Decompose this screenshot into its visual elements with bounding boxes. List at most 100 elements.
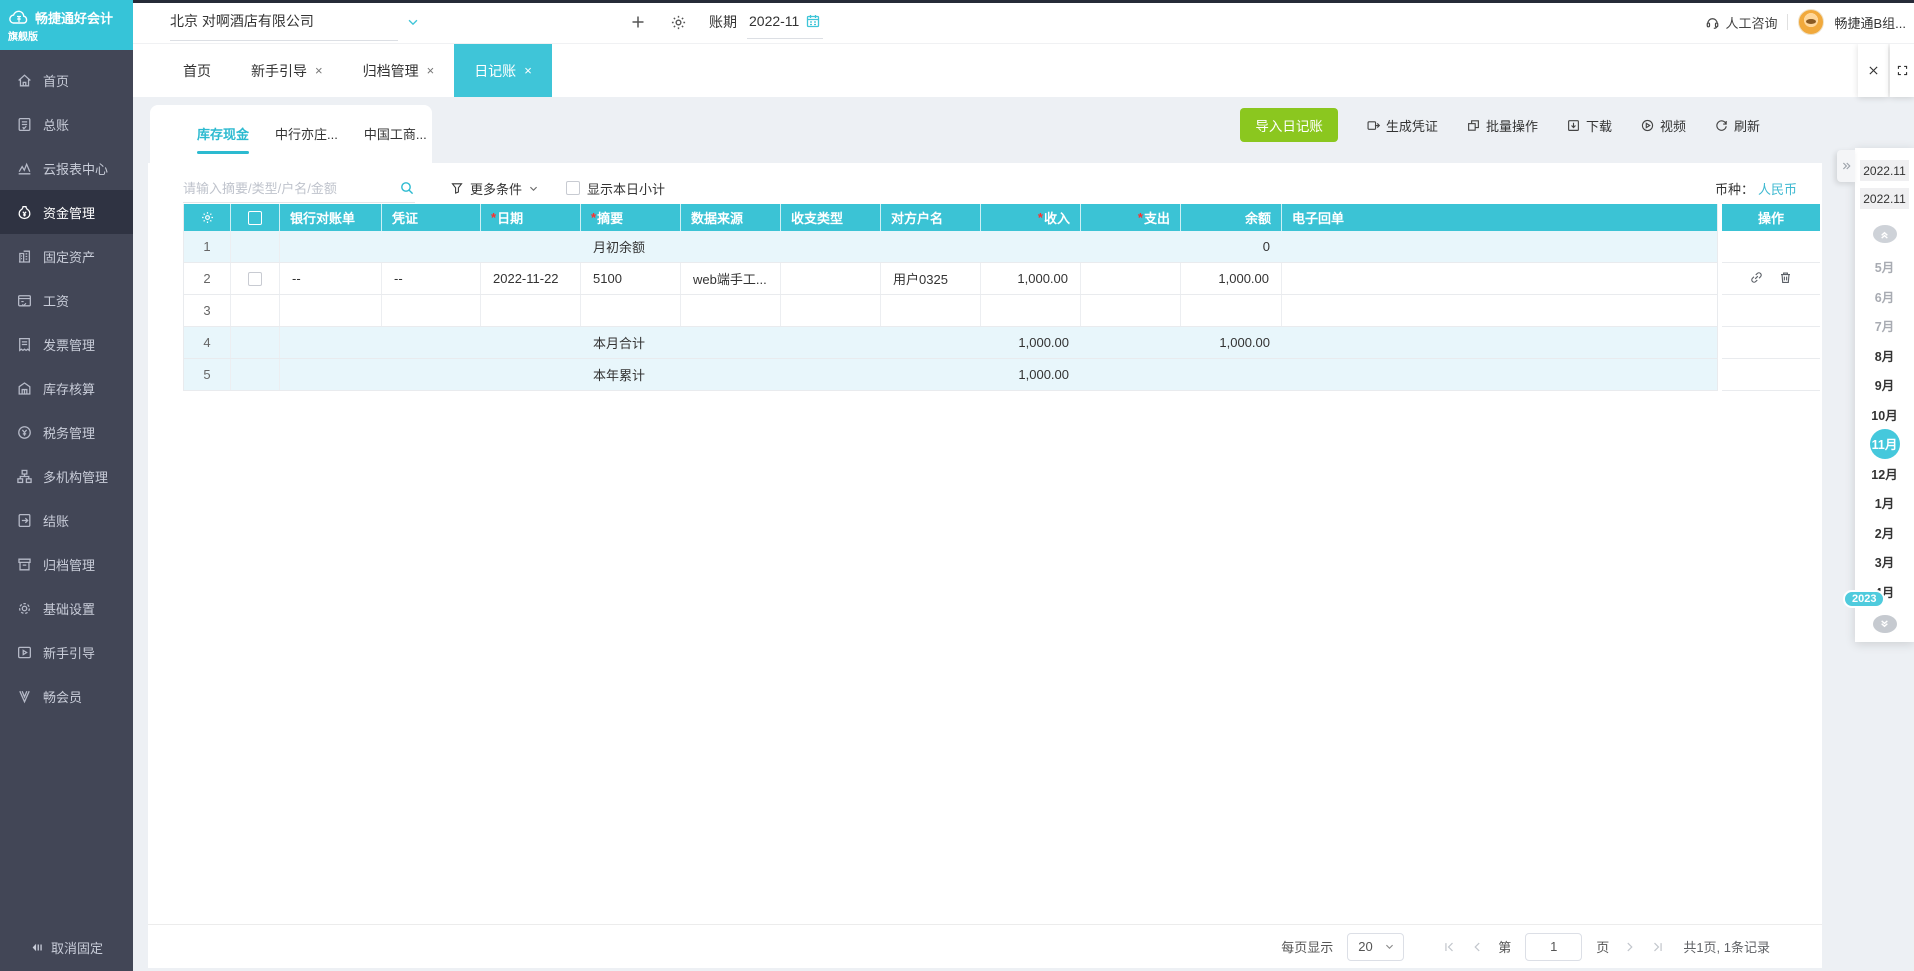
scroll-months-up-button[interactable] xyxy=(1872,225,1897,243)
calendar-icon xyxy=(805,13,821,29)
row-checkbox[interactable] xyxy=(248,271,262,286)
cell-摘要: 本月合计 xyxy=(581,327,681,358)
app-name: 畅捷通好会计 xyxy=(35,11,114,26)
sidebar-item-多机构管理[interactable]: 多机构管理 xyxy=(0,454,133,498)
show-daily-subtotal-checkbox[interactable]: 显示本日小计 xyxy=(566,173,665,203)
currency-value[interactable]: 人民币 xyxy=(1757,181,1797,197)
sidebar-item-税务管理[interactable]: 税务管理 xyxy=(0,410,133,454)
sidebar-item-固定资产[interactable]: 固定资产 xyxy=(0,234,133,278)
month-11月[interactable]: 11月 xyxy=(1855,428,1914,459)
summary-label: 本年累计 xyxy=(593,368,646,383)
month-10月[interactable]: 10月 xyxy=(1871,408,1898,423)
subtab-库存现金[interactable]: 库存现金 xyxy=(197,124,249,145)
year-month-box[interactable]: 2022.11 xyxy=(1860,188,1909,209)
sidebar-item-新手引导[interactable]: 新手引导 xyxy=(0,630,133,674)
user-name[interactable]: 畅捷通B组... xyxy=(1834,15,1906,31)
avatar[interactable] xyxy=(1798,9,1825,35)
gear-icon[interactable] xyxy=(670,14,687,31)
last-page-button[interactable] xyxy=(1651,940,1665,954)
subtab-中国工商...[interactable]: 中国工商... xyxy=(363,126,427,142)
sidebar-item-首页[interactable]: 首页 xyxy=(0,58,133,102)
operations-row-5 xyxy=(1722,359,1820,391)
search-icon[interactable] xyxy=(399,180,415,196)
inventory-icon xyxy=(16,380,33,397)
per-page-select[interactable]: 20 xyxy=(1347,932,1405,961)
tab-首页[interactable]: 首页 xyxy=(163,44,231,97)
close-icon[interactable]: × xyxy=(426,63,435,78)
sidebar-collapse-button[interactable]: 取消固定 xyxy=(0,938,133,957)
ledger-icon xyxy=(16,116,33,133)
more-conditions-button[interactable]: 更多条件 xyxy=(450,173,539,203)
close-tab-button[interactable] xyxy=(1858,44,1888,97)
first-page-button[interactable] xyxy=(1442,940,1456,954)
scroll-months-down-button[interactable] xyxy=(1872,615,1897,633)
column-header-数据来源: 数据来源 xyxy=(681,204,781,231)
toolbar-视频-button[interactable]: 视频 xyxy=(1640,116,1686,135)
sidebar-item-库存核算[interactable]: 库存核算 xyxy=(0,366,133,410)
operations-row-3 xyxy=(1722,295,1820,327)
month-8月[interactable]: 8月 xyxy=(1874,349,1895,364)
tab-日记账[interactable]: 日记账 × xyxy=(454,44,552,97)
checkbox[interactable] xyxy=(566,181,580,195)
operations-row-4 xyxy=(1722,327,1820,359)
sidebar-item-畅会员[interactable]: 畅会员 xyxy=(0,674,133,718)
month-6月[interactable]: 6月 xyxy=(1874,290,1895,305)
close-icon[interactable]: × xyxy=(315,63,323,78)
subtab-中行亦庄...[interactable]: 中行亦庄... xyxy=(275,126,338,142)
month-5月[interactable]: 5月 xyxy=(1874,261,1895,276)
next-page-button[interactable] xyxy=(1623,940,1637,954)
column-header-check[interactable] xyxy=(231,204,280,231)
required-marker: * xyxy=(491,210,497,225)
month-1月[interactable]: 1月 xyxy=(1874,497,1895,512)
table-row-3: 3 xyxy=(184,295,1717,327)
sidebar-item-结账[interactable]: 结账 xyxy=(0,498,133,542)
fullscreen-button[interactable] xyxy=(1890,44,1914,97)
voucher-icon xyxy=(1366,118,1381,133)
cell-摘要: 月初余额 xyxy=(581,231,681,262)
column-label: 对方户名 xyxy=(891,211,944,226)
year-month-box[interactable]: 2022.11 xyxy=(1860,160,1909,181)
sidebar-item-资金管理[interactable]: 资金管理 xyxy=(0,190,133,234)
sidebar-item-工资[interactable]: 工资 xyxy=(0,278,133,322)
cell-余额: 1,000.00 xyxy=(1181,327,1282,358)
sidebar-item-label: 云报表中心 xyxy=(43,161,109,177)
support-button[interactable]: 人工咨询 xyxy=(1705,13,1777,32)
tab-归档管理[interactable]: 归档管理 × xyxy=(343,44,455,97)
month-3月[interactable]: 3月 xyxy=(1874,556,1895,571)
period-selector[interactable]: 2022-11 xyxy=(747,5,824,39)
month-2月[interactable]: 2月 xyxy=(1874,526,1895,541)
link-button[interactable] xyxy=(1749,270,1764,288)
sidebar-item-归档管理[interactable]: 归档管理 xyxy=(0,542,133,586)
prev-page-button[interactable] xyxy=(1470,940,1484,954)
close-icon xyxy=(1867,64,1880,77)
headset-icon xyxy=(1705,15,1720,30)
sidebar-item-发票管理[interactable]: 发票管理 xyxy=(0,322,133,366)
month-12月[interactable]: 12月 xyxy=(1871,467,1898,482)
toolbar-批量操作-button[interactable]: 批量操作 xyxy=(1466,116,1538,135)
sidebar-item-总账[interactable]: 总账 xyxy=(0,102,133,146)
sidebar-item-label: 结账 xyxy=(43,513,70,529)
cell-value: 1,000.00 xyxy=(1218,271,1269,286)
page-number-input[interactable]: 1 xyxy=(1525,932,1583,961)
sidebar-item-云报表中心[interactable]: 云报表中心 xyxy=(0,146,133,190)
add-company-icon[interactable] xyxy=(630,14,646,30)
month-7月[interactable]: 7月 xyxy=(1874,320,1895,335)
month-9月[interactable]: 9月 xyxy=(1874,379,1895,394)
settings-icon xyxy=(16,600,33,617)
cell-日期 xyxy=(481,231,581,262)
org-icon xyxy=(16,468,33,485)
close-icon[interactable]: × xyxy=(524,63,532,78)
toolbar-刷新-button[interactable]: 刷新 xyxy=(1714,116,1760,135)
select-all-checkbox[interactable] xyxy=(248,210,262,225)
toolbar-下载-button[interactable]: 下载 xyxy=(1566,116,1612,135)
import-journal-button[interactable]: 导入日记账 xyxy=(1240,108,1338,142)
sidebar-item-基础设置[interactable]: 基础设置 xyxy=(0,586,133,630)
chevron-down-icon[interactable] xyxy=(406,15,420,29)
company-selector[interactable]: 北京 对啊酒店有限公司 xyxy=(170,3,398,41)
toolbar-生成凭证-button[interactable]: 生成凭证 xyxy=(1366,116,1438,135)
trash-button[interactable] xyxy=(1778,270,1793,288)
month-panel-collapse-handle[interactable] xyxy=(1837,150,1855,182)
tab-新手引导[interactable]: 新手引导 × xyxy=(231,44,343,97)
search-input[interactable]: 请输入摘要/类型/户名/金额 xyxy=(183,173,415,203)
operations-row-1 xyxy=(1722,231,1820,263)
